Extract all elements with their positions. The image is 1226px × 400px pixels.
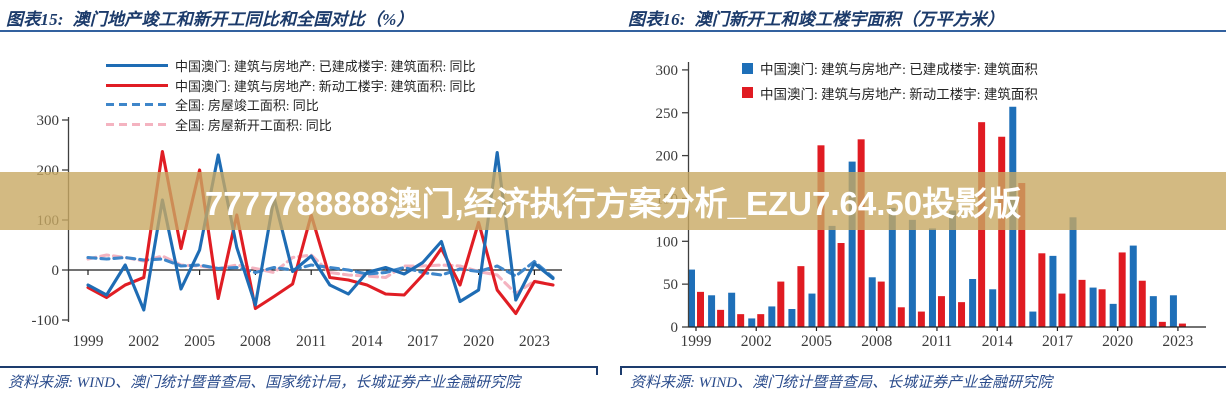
svg-text:2020: 2020 <box>463 333 494 350</box>
svg-text:250: 250 <box>656 106 679 122</box>
figure15-source: 资料来源: WIND、澳门统计暨普查局、国家统计局，长城证券产业金融研究院 <box>8 375 521 391</box>
svg-text:0: 0 <box>671 320 679 336</box>
legend-item-national-completed-yoy: 全国: 房屋竣工面积: 同比 <box>106 95 475 115</box>
footer-rule-stub <box>620 366 622 375</box>
legend-item-national-newstart-yoy: 全国: 房屋新开工面积: 同比 <box>106 115 475 135</box>
legend-label: 全国: 房屋竣工面积: 同比 <box>175 98 319 114</box>
svg-text:2005: 2005 <box>801 333 832 350</box>
svg-text:300: 300 <box>656 63 679 79</box>
figure16-footer-rule <box>620 366 1226 368</box>
svg-text:200: 200 <box>656 149 679 165</box>
footer-rule-stub <box>596 366 598 375</box>
svg-text:100: 100 <box>656 234 679 250</box>
figure15-legend: 中国澳门: 建筑与房地产: 已建成楼宇: 建筑面积: 同比 中国澳门: 建筑与房… <box>106 56 475 134</box>
legend-label: 中国澳门: 建筑与房地产: 已建成楼宇: 建筑面积: 同比 <box>175 59 476 75</box>
svg-text:0: 0 <box>52 263 60 279</box>
national-completed-dashed-swatch-icon <box>106 103 168 107</box>
svg-text:2008: 2008 <box>240 333 271 350</box>
figure15-title: 图表15: 澳门地产竣工和新开工同比和全国对比（%） <box>6 10 414 29</box>
figure15-title-underline <box>0 30 613 32</box>
svg-text:50: 50 <box>663 277 678 293</box>
svg-text:1999: 1999 <box>73 333 104 350</box>
legend-label: 中国澳门: 建筑与房地产: 新动工楼宇: 建筑面积: 同比 <box>175 78 476 94</box>
svg-text:2020: 2020 <box>1102 333 1133 350</box>
legend-label: 中国澳门: 建筑与房地产: 已建成楼宇: 建筑面积 <box>760 62 1038 78</box>
svg-text:2014: 2014 <box>982 333 1013 350</box>
svg-text:2005: 2005 <box>184 333 215 350</box>
figure15-footer-rule <box>0 366 598 368</box>
svg-text:2023: 2023 <box>1162 333 1193 350</box>
completed-area-square-swatch-icon <box>742 62 753 74</box>
legend-label: 中国澳门: 建筑与房地产: 新动工楼宇: 建筑面积 <box>760 86 1038 102</box>
svg-text:2002: 2002 <box>128 333 159 350</box>
macau-completed-line-swatch-icon <box>106 64 168 68</box>
legend-label: 全国: 房屋新开工面积: 同比 <box>175 117 332 133</box>
macau-newstart-line-swatch-icon <box>106 83 168 87</box>
svg-text:2002: 2002 <box>741 333 772 350</box>
watermark-banner: 7777788888澳门,经济执行方案分析_EZU7.64.50投影版 <box>0 172 1226 230</box>
svg-text:2017: 2017 <box>407 333 438 350</box>
svg-text:300: 300 <box>37 113 60 129</box>
svg-text:2011: 2011 <box>296 333 326 350</box>
national-newstart-dashed-swatch-icon <box>106 122 168 126</box>
svg-text:1999: 1999 <box>681 333 712 350</box>
svg-text:-100: -100 <box>32 313 60 329</box>
figure16-source: 资料来源: WIND、澳门统计暨普查局、长城证券产业金融研究院 <box>630 375 1053 391</box>
legend-item-newstart-area: 中国澳门: 建筑与房地产: 新动工楼宇: 建筑面积 <box>742 81 1038 106</box>
svg-text:2023: 2023 <box>519 333 550 350</box>
svg-text:2008: 2008 <box>861 333 892 350</box>
legend-item-completed-area: 中国澳门: 建筑与房地产: 已建成楼宇: 建筑面积 <box>742 56 1038 81</box>
svg-text:2011: 2011 <box>922 333 952 350</box>
watermark-text: 7777788888澳门,经济执行方案分析_EZU7.64.50投影版 <box>204 185 1022 222</box>
newstart-area-square-swatch-icon <box>742 87 753 99</box>
figure16-title: 图表16: 澳门新开工和竣工楼宇面积（万平方米） <box>628 10 1005 29</box>
svg-text:2014: 2014 <box>352 333 383 350</box>
figure16-title-underline <box>613 30 1226 32</box>
figure16-legend: 中国澳门: 建筑与房地产: 已建成楼宇: 建筑面积 中国澳门: 建筑与房地产: … <box>742 56 1038 105</box>
legend-item-macau-completed-yoy: 中国澳门: 建筑与房地产: 已建成楼宇: 建筑面积: 同比 <box>106 56 475 76</box>
svg-text:2017: 2017 <box>1042 333 1073 350</box>
legend-item-macau-newstart-yoy: 中国澳门: 建筑与房地产: 新动工楼宇: 建筑面积: 同比 <box>106 76 475 96</box>
